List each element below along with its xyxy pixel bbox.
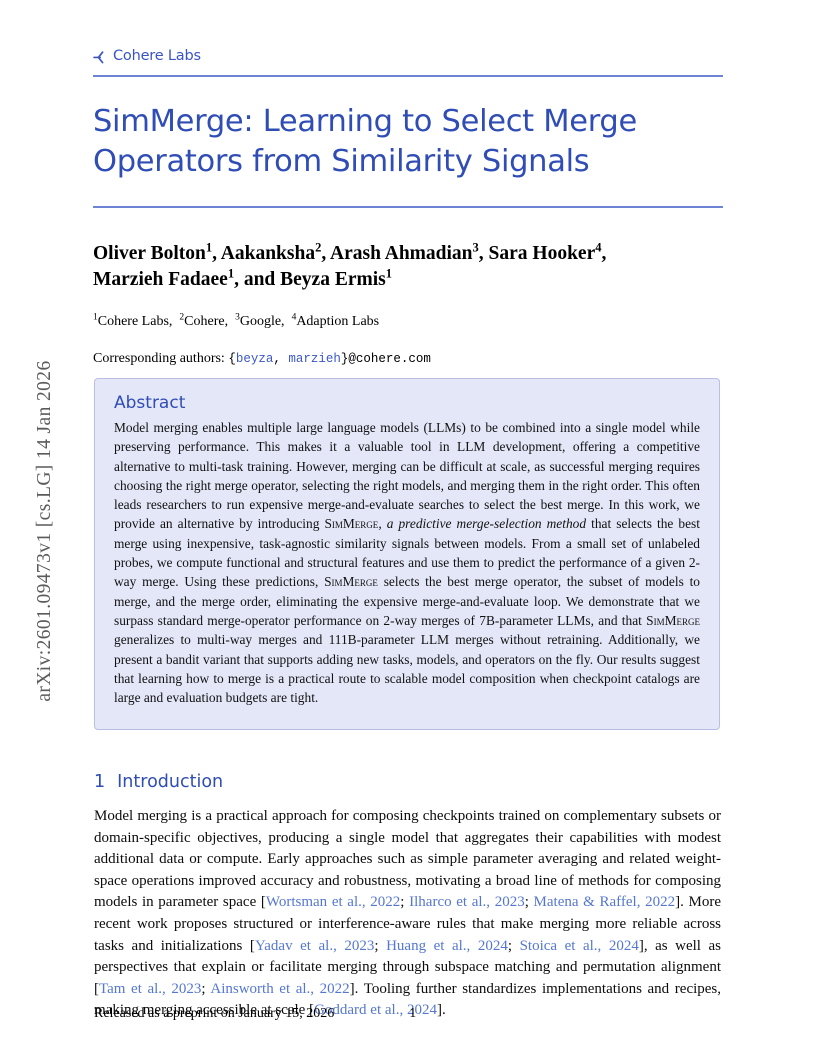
affiliation-name: Google, (239, 314, 285, 329)
title-rule (93, 206, 723, 208)
arxiv-stamp-text: arXiv:2601.09473v1 [cs.LG] 14 Jan 2026 (34, 360, 55, 702)
brand-header: Cohere Labs (93, 0, 723, 67)
affiliation-list: 1Cohere Labs, 2Cohere, 3Google, 4Adaptio… (93, 312, 723, 331)
citation-link[interactable]: Stoica et al., 2024 (519, 937, 639, 954)
abstract-body: Model merging enables multiple large lan… (114, 420, 700, 706)
citation-link[interactable]: Goddard et al., 2024 (314, 1002, 437, 1019)
author-affil-marker: 4 (595, 240, 602, 255)
page-title: SimMerge: Learning to Select Merge Opera… (93, 104, 637, 179)
author-line-2: Marzieh Fadaee1, and Beyza Ermis1 (93, 266, 392, 290)
author-affil-marker: 3 (472, 240, 479, 255)
method-name: SimMerge (324, 574, 378, 590)
author-affil-marker: 1 (205, 240, 213, 255)
page-number: 1 (409, 1006, 417, 1021)
affiliation-marker: 1 (93, 312, 98, 323)
affiliation-name: Cohere Labs, (97, 314, 173, 329)
corresponding-label: Corresponding authors: (93, 351, 225, 366)
header-rule (93, 75, 723, 77)
citation-link[interactable]: Matena & Raffel, 2022 (533, 894, 676, 911)
author-affil-marker: 1 (385, 266, 392, 281)
method-name: SimMerge (324, 516, 379, 532)
citation-link[interactable]: Huang et al., 2024 (386, 937, 508, 954)
affiliation-name: Adaption Labs (296, 314, 380, 329)
section-heading-introduction: 1 Introduction (94, 772, 223, 792)
citation-link[interactable]: Tam et al., 2023 (99, 980, 202, 997)
method-name: SimMerge (646, 612, 700, 628)
citation-link[interactable]: Ilharco et al., 2023 (409, 894, 525, 911)
footer-note: Released as a preprint on January 15, 20… (94, 1006, 335, 1021)
author-line-1: Oliver Bolton1, Aakanksha2, Arash Ahmadi… (93, 240, 607, 264)
corresponding-authors: Corresponding authors: {beyza, marzieh}@… (93, 349, 723, 369)
affiliation-marker: 2 (179, 312, 185, 323)
citation-link[interactable]: Wortsman et al., 2022 (265, 894, 401, 911)
email-link-beyza[interactable]: beyza (235, 352, 274, 366)
cohere-arrow-icon (93, 50, 108, 65)
abstract-heading: Abstract (114, 393, 186, 413)
affiliation-marker: 3 (235, 312, 240, 323)
page-footer: Released as a preprint on January 15, 20… (94, 1006, 721, 1022)
author-affil-marker: 2 (315, 240, 322, 255)
introduction-paragraph: Model merging is a practical approach fo… (94, 808, 722, 1019)
citation-link[interactable]: Yadav et al., 2023 (254, 937, 375, 954)
abstract-box: Abstract Model merging enables multiple … (94, 378, 720, 731)
arxiv-stamp: arXiv:2601.09473v1 [cs.LG] 14 Jan 2026 (0, 0, 90, 1056)
corresponding-emails: {beyza, marzieh}@cohere.com (228, 352, 431, 366)
author-affil-marker: 1 (227, 266, 235, 281)
brand-name: Cohere Labs (113, 48, 201, 64)
section-title: Introduction (117, 772, 224, 792)
affiliation-marker: 4 (291, 312, 297, 323)
author-list: Oliver Bolton1, Aakanksha2, Arash Ahmadi… (93, 241, 693, 293)
affiliation-name: Cohere, (184, 314, 229, 329)
paper-page: Cohere Labs SimMerge: Learning to Select… (93, 0, 723, 1056)
email-link-marzieh[interactable]: marzieh (288, 352, 341, 366)
section-number: 1 (94, 772, 106, 792)
citation-link[interactable]: Ainsworth et al., 2022 (210, 980, 350, 997)
